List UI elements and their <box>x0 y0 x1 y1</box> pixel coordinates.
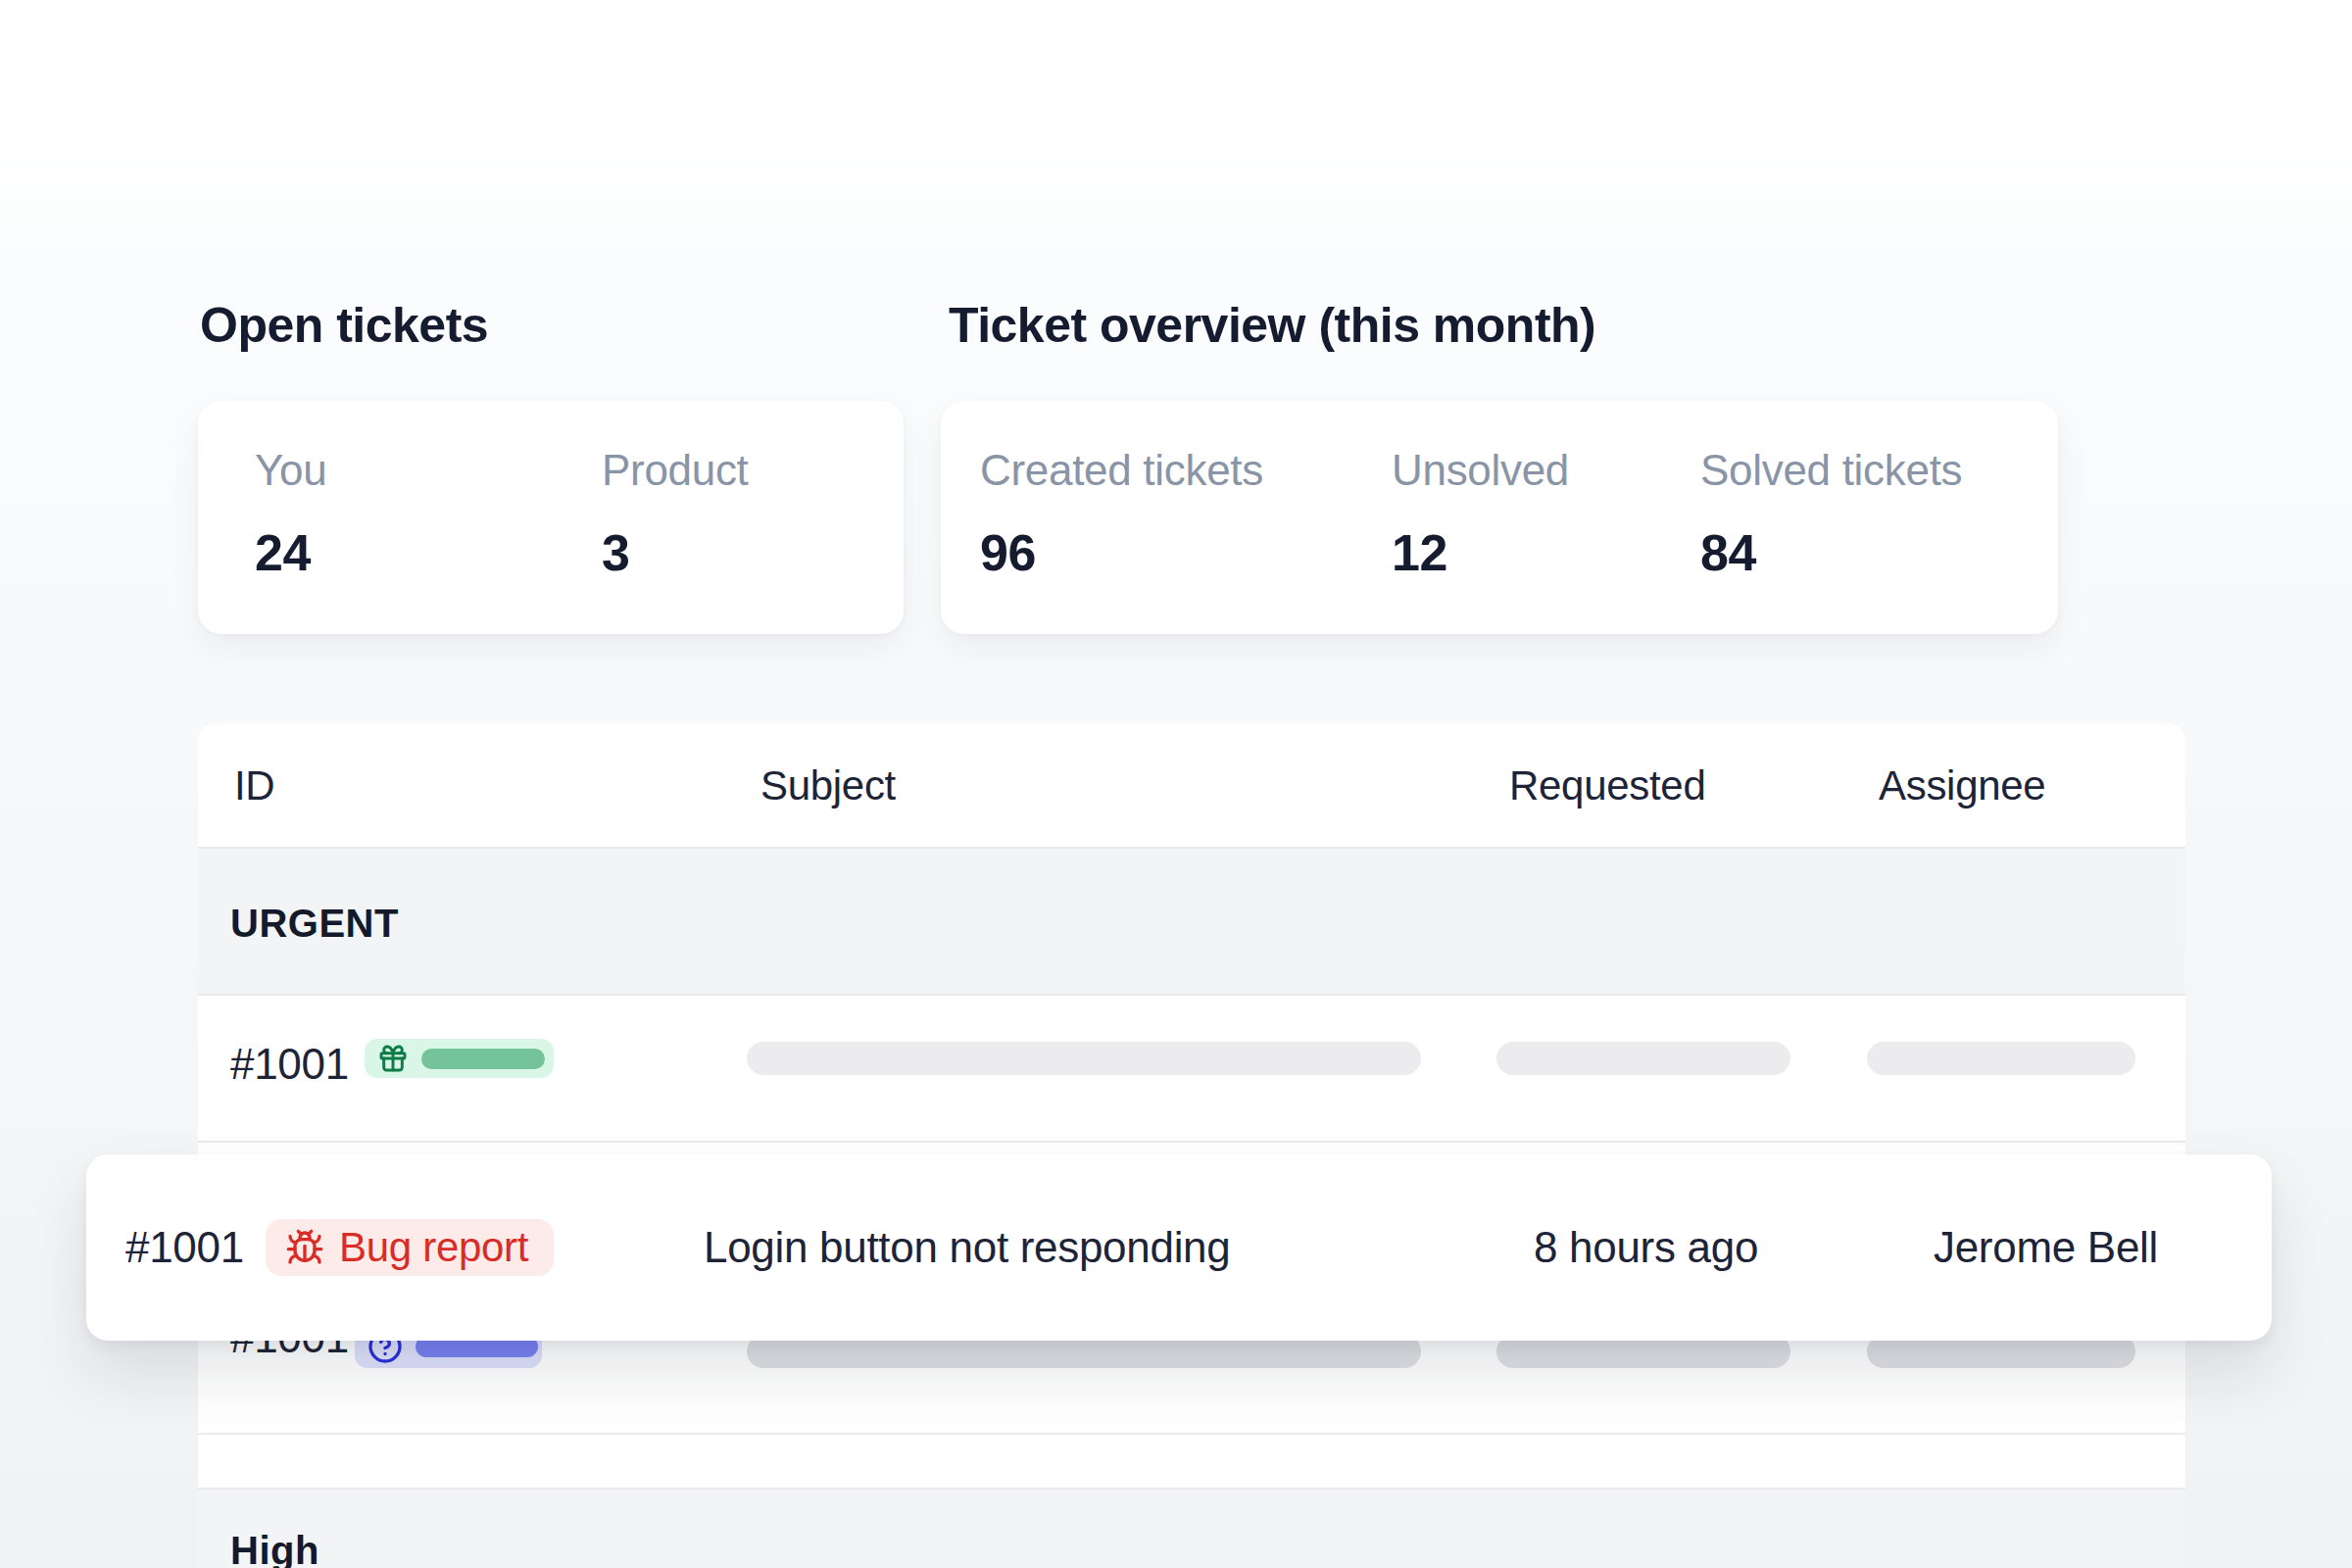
stat-product: Product 3 <box>602 446 749 582</box>
badge-skeleton-bar <box>421 1049 545 1069</box>
section-header-urgent: URGENT <box>198 847 2185 996</box>
stat-unsolved-value: 12 <box>1392 523 1569 582</box>
bug-icon <box>285 1228 324 1267</box>
bug-report-badge-label: Bug report <box>339 1224 528 1271</box>
stat-solved: Solved tickets 84 <box>1700 446 1962 582</box>
stat-product-label: Product <box>602 446 749 496</box>
requested-skeleton <box>1496 1042 1790 1075</box>
column-header-assignee[interactable]: Assignee <box>1879 762 2045 809</box>
dashboard: Open tickets Ticket overview (this month… <box>0 0 2352 1568</box>
open-tickets-heading: Open tickets <box>200 296 488 355</box>
stat-created-value: 96 <box>980 523 1263 582</box>
column-header-id[interactable]: ID <box>234 762 274 809</box>
column-header-subject[interactable]: Subject <box>760 762 896 809</box>
stat-you: You 24 <box>255 446 326 582</box>
section-high-label: High <box>230 1529 319 1568</box>
ticket-table: ID Subject Requested Assignee URGENT #10… <box>198 723 2185 1568</box>
ticket-type-badge-green <box>365 1039 554 1078</box>
stat-created-label: Created tickets <box>980 446 1263 496</box>
ticket-subject: Login button not responding <box>704 1223 1230 1273</box>
stat-product-value: 3 <box>602 523 749 582</box>
column-header-requested[interactable]: Requested <box>1509 762 1705 809</box>
ticket-assignee: Jerome Bell <box>1934 1223 2158 1273</box>
ticket-requested: 8 hours ago <box>1534 1223 1758 1273</box>
section-urgent-label: URGENT <box>230 902 399 946</box>
section-header-high: High <box>198 1488 2185 1568</box>
stat-solved-label: Solved tickets <box>1700 446 1962 496</box>
stat-created: Created tickets 96 <box>980 446 1263 582</box>
table-row-skeleton-green[interactable]: #1001 <box>198 996 2185 1143</box>
stat-solved-value: 84 <box>1700 523 1962 582</box>
assignee-skeleton <box>1867 1042 2135 1075</box>
gift-icon <box>377 1043 409 1074</box>
ticket-overview-card: Created tickets 96 Unsolved 12 Solved ti… <box>941 401 2058 634</box>
bug-report-badge: Bug report <box>266 1219 554 1276</box>
stat-unsolved-label: Unsolved <box>1392 446 1569 496</box>
stat-you-value: 24 <box>255 523 326 582</box>
open-tickets-card: You 24 Product 3 <box>198 401 904 634</box>
stat-unsolved: Unsolved 12 <box>1392 446 1569 582</box>
ticket-overview-heading: Ticket overview (this month) <box>949 296 1595 355</box>
ticket-id: #1001 <box>125 1223 244 1273</box>
ticket-id: #1001 <box>230 1040 349 1089</box>
stat-you-label: You <box>255 446 326 496</box>
subject-skeleton <box>747 1042 1421 1075</box>
active-ticket-row-card[interactable]: #1001 Bug report Login button not respon… <box>86 1154 2272 1341</box>
